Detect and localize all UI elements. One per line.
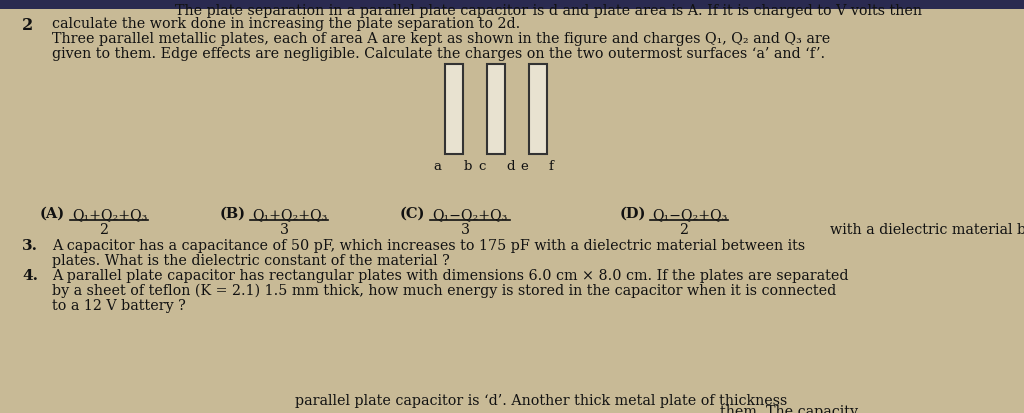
Text: (B): (B) [220,206,246,221]
Text: with a dielectric material between its: with a dielectric material between its [830,223,1024,236]
Text: The plate separation in a parallel plate capacitor is d and plate area is A. If : The plate separation in a parallel plate… [175,4,922,18]
Text: to a 12 V battery ?: to a 12 V battery ? [52,298,185,312]
Bar [529,65,547,154]
Text: Q₁+Q₂+Q₃: Q₁+Q₂+Q₃ [252,207,328,221]
Text: (A): (A) [40,206,66,221]
Text: 2: 2 [680,223,688,236]
Text: 3: 3 [280,223,289,236]
Text: A capacitor has a capacitance of 50 pF, which increases to 175 pF with a dielect: A capacitor has a capacitance of 50 pF, … [52,238,805,252]
Text: calculate the work done in increasing the plate separation to 2d.: calculate the work done in increasing th… [52,17,520,31]
Text: parallel plate capacitor is ‘d’. Another thick metal plate of thickness: parallel plate capacitor is ‘d’. Another… [295,393,787,407]
Text: 3.: 3. [22,238,38,252]
Text: f: f [549,159,554,173]
Text: given to them. Edge effects are negligible. Calculate the charges on the two out: given to them. Edge effects are negligib… [52,47,825,61]
Text: Three parallel metallic plates, each of area A are kept as shown in the figure a: Three parallel metallic plates, each of … [52,32,830,46]
Text: 3: 3 [461,223,469,236]
Text: Q₁−Q₂+Q₃: Q₁−Q₂+Q₃ [652,207,727,221]
Text: 2: 2 [22,17,33,34]
Text: (D): (D) [620,206,646,221]
Bar [445,65,463,154]
Text: 2: 2 [99,223,109,236]
Text: c: c [478,159,485,173]
Text: them. The capacity: them. The capacity [720,404,858,413]
Text: by a sheet of teflon (K = 2.1) 1.5 mm thick, how much energy is stored in the ca: by a sheet of teflon (K = 2.1) 1.5 mm th… [52,283,837,298]
Text: Q₁−Q₂+Q₃: Q₁−Q₂+Q₃ [432,207,507,221]
Text: (C): (C) [400,206,425,221]
Text: d: d [506,159,514,173]
Text: 4.: 4. [22,268,38,282]
Text: plates. What is the dielectric constant of the material ?: plates. What is the dielectric constant … [52,254,450,267]
Text: Q₁+Q₂+Q₃: Q₁+Q₂+Q₃ [72,207,147,221]
Text: e: e [520,159,527,173]
Text: A parallel plate capacitor has rectangular plates with dimensions 6.0 cm × 8.0 c: A parallel plate capacitor has rectangul… [52,268,849,282]
Text: a: a [433,159,441,173]
Bar [487,65,505,154]
Bar [0,0,1024,10]
Text: b: b [464,159,472,173]
